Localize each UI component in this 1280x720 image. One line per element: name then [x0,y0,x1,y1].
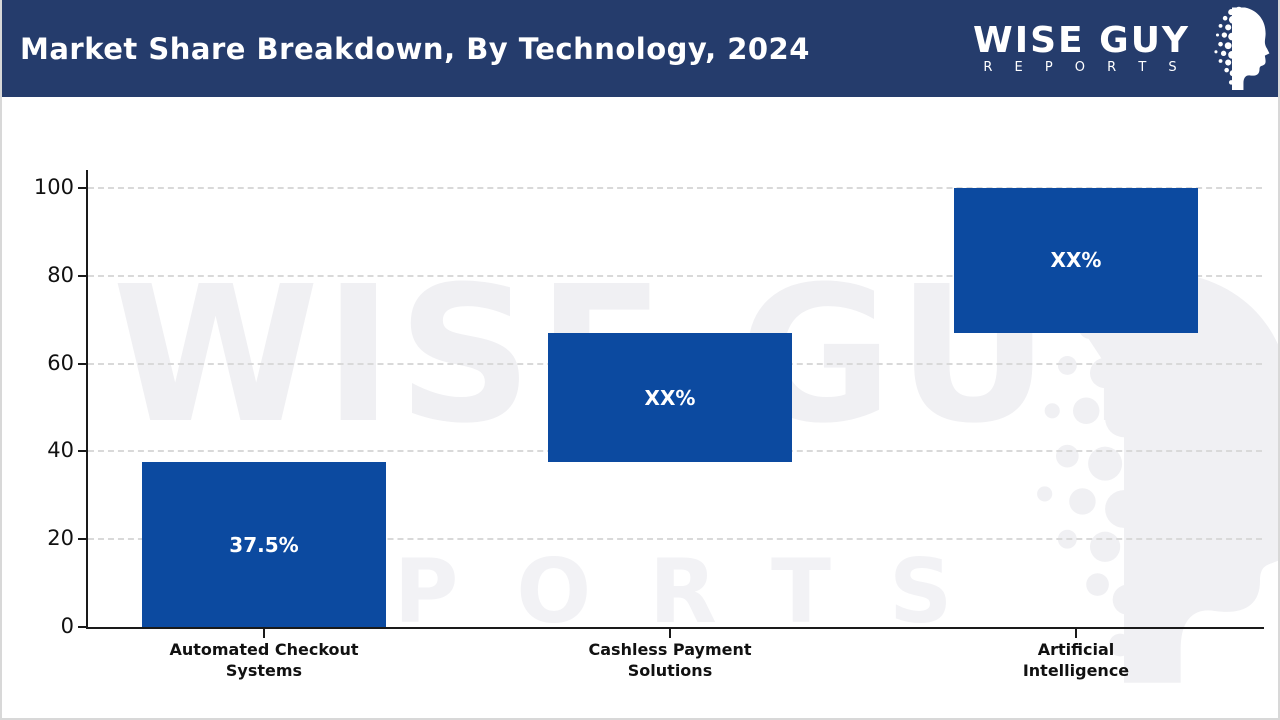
x-axis-category-line: Automated Checkout [169,640,359,659]
x-axis-tick [669,629,671,638]
x-axis-category-line: Intelligence [1022,660,1130,680]
x-axis-category-label: Artificial Intelligence [916,640,1236,682]
bar: XX% [548,332,792,463]
y-axis-tick [78,362,88,365]
y-axis-tick-label: 20 [47,526,74,551]
logo-face-icon [1214,6,1270,90]
gridline [88,187,1262,189]
y-axis-tick [78,274,88,277]
y-axis-tick [78,450,88,453]
y-axis-tick [78,187,88,189]
y-axis-tick-label: 80 [47,262,74,287]
y-axis-tick [78,538,88,541]
x-axis-category-line: Cashless Payment [588,640,752,659]
bar: 37.5% [142,462,386,627]
y-axis-tick-label: 60 [47,350,74,375]
wiseguy-logo: WISE GUY R E P O R T S [973,6,1270,90]
gridline [88,274,1262,277]
bar-value-label: XX% [644,385,696,410]
x-axis-line [86,627,1264,629]
y-axis-tick [78,626,88,628]
y-axis-tick-label: 100 [33,175,74,199]
logo-subtitle: R E P O R T S [983,60,1186,76]
gridline [88,538,1262,541]
y-axis-line [86,170,88,629]
bar: XX% [954,188,1198,333]
x-axis-category-label: Cashless Payment Solutions [510,640,830,682]
logo-text: WISE GUY R E P O R T S [973,21,1190,76]
bar-value-label: 37.5% [229,532,299,557]
x-axis-category-line: Systems [225,660,303,680]
y-axis-tick-label: 40 [47,438,74,463]
header-band: Market Share Breakdown, By Technology, 2… [0,0,1280,97]
bar-value-label: XX% [1050,248,1102,273]
chart-title: Market Share Breakdown, By Technology, 2… [20,31,810,66]
x-axis-tick [1075,629,1077,638]
watermark-face-icon [1037,271,1280,683]
logo-wordmark: WISE GUY [972,19,1190,61]
x-axis-category-label: Automated Checkout Systems [104,640,424,682]
x-axis-category-line: Artificial [1037,640,1115,659]
y-axis-tick-label: 0 [60,614,74,638]
x-axis-category-line: Solutions [627,660,713,680]
x-axis-tick [263,629,265,638]
